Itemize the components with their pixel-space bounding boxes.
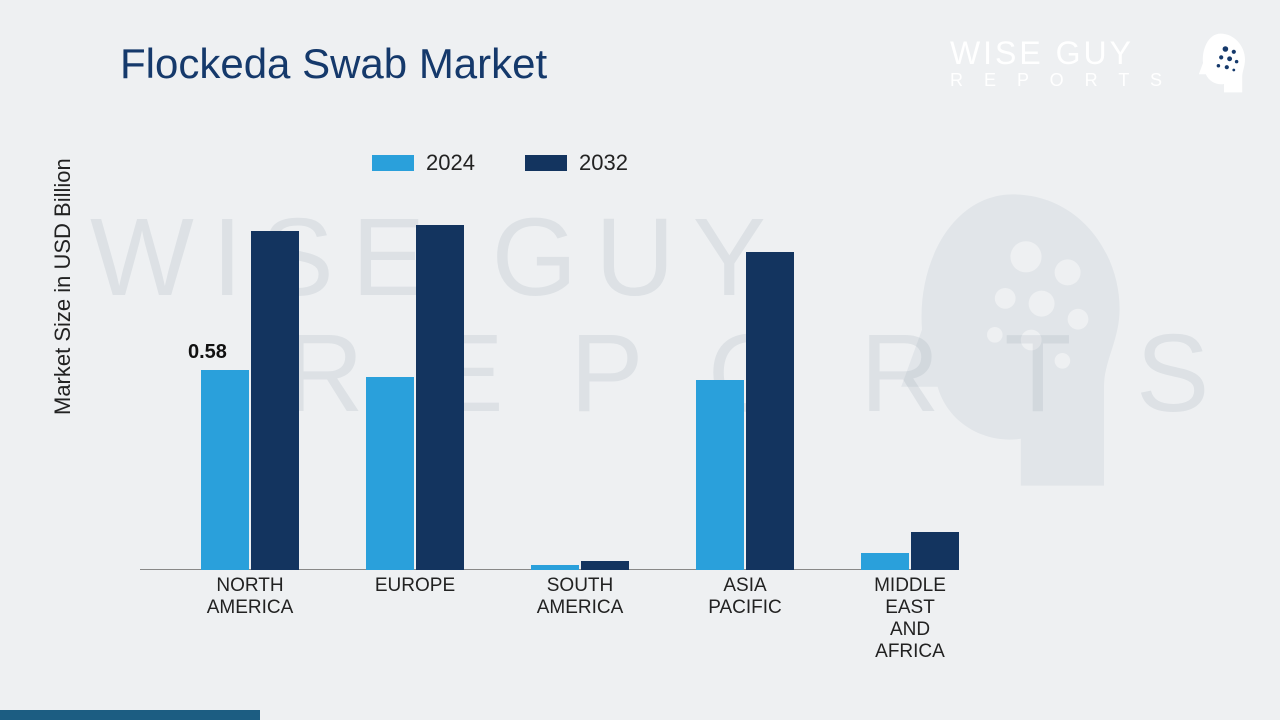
legend-swatch-2032 (525, 155, 567, 171)
bar-group (355, 225, 475, 570)
brand-head-icon (1182, 28, 1252, 98)
bar-group (520, 561, 640, 570)
stage: WISE GUY R E P O R T S Flockeda Swab Mar… (0, 0, 1280, 720)
legend-item-2032: 2032 (525, 150, 628, 176)
bar-2024 (531, 565, 579, 570)
legend-item-2024: 2024 (372, 150, 475, 176)
legend: 2024 2032 (60, 150, 940, 176)
bar-2032 (251, 231, 299, 570)
chart-area: Market Size in USD Billion 2024 2032 0.5… (60, 150, 940, 670)
x-labels-region: NORTH AMERICA EUROPE SOUTH AMERICA ASIA PAC… (140, 575, 920, 675)
bar-2024 (861, 553, 909, 570)
brand-line1: WISE GUY (950, 35, 1170, 72)
x-axis-label: EUROPE (345, 575, 485, 597)
chart-title: Flockeda Swab Market (120, 40, 547, 88)
y-axis-label: Market Size in USD Billion (50, 158, 76, 415)
brand-line2: R E P O R T S (950, 70, 1170, 91)
x-axis-label: NORTH AMERICA (180, 575, 320, 619)
bar-group (850, 532, 970, 570)
bar-group (190, 231, 310, 570)
plot-region: 0.58 (140, 190, 920, 570)
right-panel (960, 0, 1280, 720)
bar-2024 (201, 370, 249, 570)
bar-2032 (746, 252, 794, 570)
bar-2024 (696, 380, 744, 570)
bar-2024 (366, 377, 414, 570)
bar-2032 (416, 225, 464, 570)
brand-block: WISE GUY R E P O R T S (950, 28, 1252, 98)
bottom-accent-bar (0, 710, 260, 720)
bar-value-label: 0.58 (188, 341, 227, 364)
legend-label-2032: 2032 (579, 150, 628, 176)
legend-label-2024: 2024 (426, 150, 475, 176)
bar-group (685, 252, 805, 570)
x-axis-label: MIDDLE EAST AND AFRICA (840, 575, 980, 662)
bar-2032 (581, 561, 629, 570)
bar-2032 (911, 532, 959, 570)
x-axis-label: SOUTH AMERICA (510, 575, 650, 619)
legend-swatch-2024 (372, 155, 414, 171)
x-axis-label: ASIA PACIFIC (675, 575, 815, 619)
